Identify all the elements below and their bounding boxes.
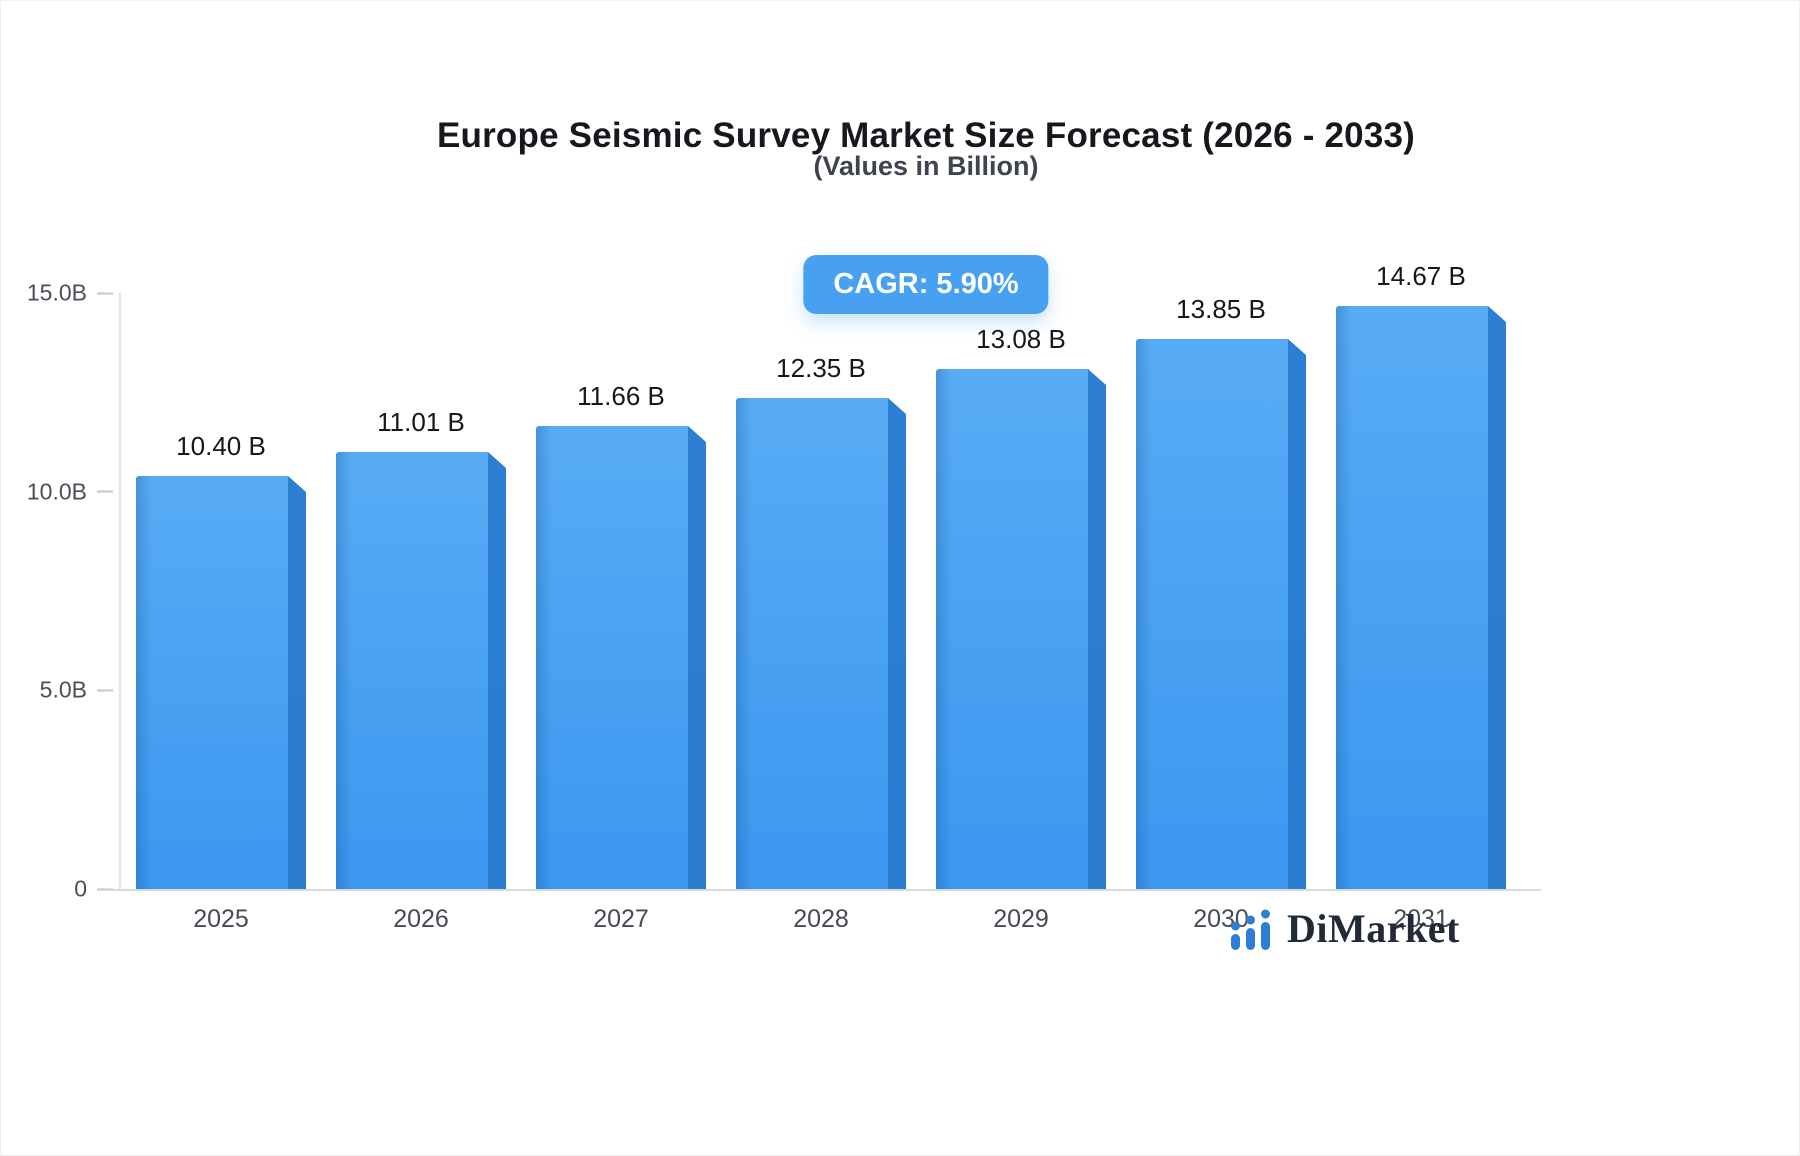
x-axis-line bbox=[109, 889, 1541, 891]
bar-2027[interactable] bbox=[536, 426, 706, 889]
bar-slot: 14.67 B 2031 bbox=[1321, 261, 1521, 933]
bar-2031[interactable] bbox=[1336, 306, 1506, 889]
bar-slot: 11.66 B 2027 bbox=[521, 293, 721, 933]
bar-side-face bbox=[888, 398, 906, 889]
bar-value-label: 11.66 B bbox=[577, 381, 665, 411]
bar-2028[interactable] bbox=[736, 398, 906, 889]
bar-front-face bbox=[1336, 306, 1488, 889]
x-axis-label: 2027 bbox=[593, 905, 649, 933]
x-axis-label: 2026 bbox=[393, 905, 449, 933]
y-axis-tick: 10.0B bbox=[27, 478, 113, 505]
bar-value-label: 14.67 B bbox=[1376, 261, 1466, 291]
bars-container: 10.40 B 2025 11.01 B 2026 11.66 B 2027 12.35 B… bbox=[121, 261, 1521, 933]
bar-side-face bbox=[288, 476, 306, 889]
bar-slot: 13.08 B 2029 bbox=[921, 293, 1121, 933]
x-axis-label: 2029 bbox=[993, 905, 1049, 933]
bar-value-label: 12.35 B bbox=[776, 353, 866, 383]
bar-value-label: 13.85 B bbox=[1176, 294, 1266, 324]
bar-2025[interactable] bbox=[136, 476, 306, 889]
x-axis-label: 2028 bbox=[793, 905, 849, 933]
bar-side-face bbox=[1288, 339, 1306, 889]
y-tick-label: 10.0B bbox=[26, 478, 87, 505]
bar-front-face bbox=[736, 398, 888, 889]
bar-2030[interactable] bbox=[1136, 339, 1306, 889]
bar-chart-logo-icon bbox=[1231, 909, 1270, 950]
y-axis-tick: 5.0B bbox=[40, 677, 113, 704]
y-tick-label: 0 bbox=[74, 875, 87, 902]
bar-front-face bbox=[536, 426, 688, 889]
bar-2026[interactable] bbox=[336, 452, 506, 889]
y-axis-line bbox=[119, 293, 121, 889]
bar-front-face bbox=[1136, 339, 1288, 889]
dimarket-logo: DiMarket bbox=[1229, 904, 1460, 952]
bar-slot: 11.01 B 2026 bbox=[321, 293, 521, 933]
bar-value-label: 11.01 B bbox=[377, 407, 465, 437]
bar-chart-plot-area: 15.0B 10.0B 5.0B 0 10.40 B 2025 11.01 B 2026 11… bbox=[27, 261, 1541, 933]
x-axis-label: 2025 bbox=[193, 905, 249, 933]
bar-front-face bbox=[336, 452, 488, 889]
bar-side-face bbox=[488, 452, 506, 889]
bar-value-label: 13.08 B bbox=[976, 324, 1066, 354]
x-axis-label: 2030 bbox=[1193, 905, 1249, 933]
bar-slot: 12.35 B 2028 bbox=[721, 293, 921, 933]
y-tick-mark bbox=[97, 888, 113, 890]
bar-side-face bbox=[1488, 306, 1506, 889]
x-axis-label: 2031 bbox=[1393, 905, 1449, 933]
bar-side-face bbox=[688, 426, 706, 889]
bar-2029[interactable] bbox=[936, 369, 1106, 889]
bar-slot: 10.40 B 2025 bbox=[121, 293, 321, 933]
chart-title: Europe Seismic Survey Market Size Foreca… bbox=[436, 116, 1416, 156]
bar-slot: 13.85 B 2030 bbox=[1121, 293, 1321, 933]
chart-subtitle: (Values in Billion) bbox=[813, 151, 1039, 181]
bar-front-face bbox=[136, 476, 288, 889]
bar-value-label: 10.40 B bbox=[176, 431, 266, 461]
y-tick-mark bbox=[97, 292, 113, 294]
logo-text: DiMarket bbox=[1287, 905, 1460, 951]
y-axis-tick: 15.0B bbox=[27, 280, 113, 307]
y-tick-label: 5.0B bbox=[39, 676, 87, 703]
y-tick-label: 15.0B bbox=[26, 279, 87, 306]
bar-front-face bbox=[936, 369, 1088, 889]
cagr-badge: CAGR: 5.90% bbox=[803, 255, 1049, 314]
y-tick-mark bbox=[97, 490, 113, 493]
bar-side-face bbox=[1088, 369, 1106, 889]
y-axis-tick: 0 bbox=[74, 876, 113, 903]
y-tick-mark bbox=[97, 689, 113, 692]
